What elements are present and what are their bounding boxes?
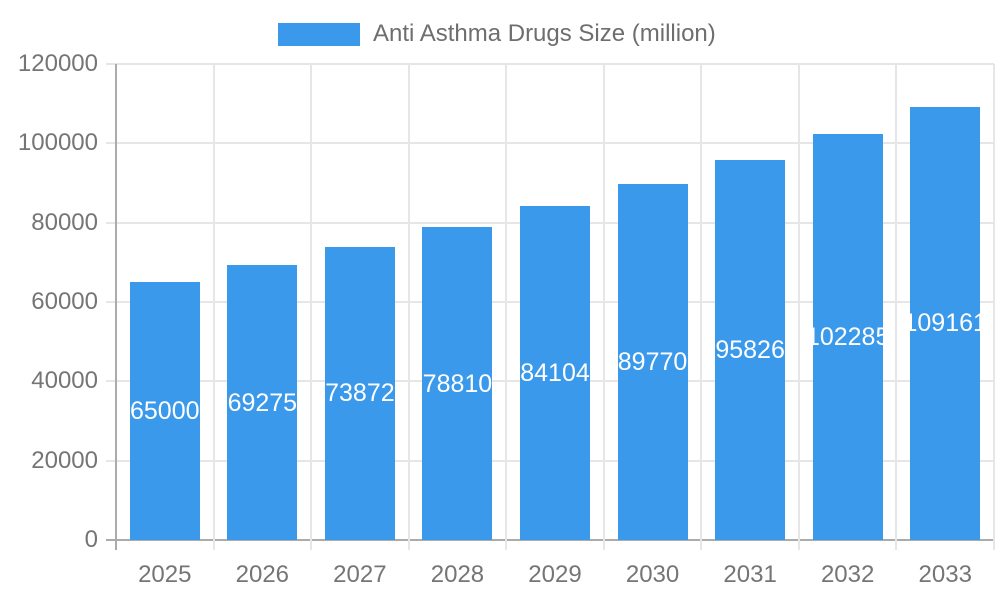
y-tick: [106, 380, 116, 383]
y-tick: [106, 63, 116, 65]
y-tick: [106, 301, 116, 303]
bar: [812, 134, 883, 540]
bar-value-label: 89770: [617, 347, 688, 376]
bar-value-label: 73872: [325, 379, 395, 408]
y-tick: [106, 142, 116, 145]
bar-value-label: 84104: [520, 359, 590, 388]
x-gridline: [212, 64, 215, 540]
x-gridline: [895, 64, 898, 540]
x-axis-label: 2031: [723, 561, 777, 588]
y-axis-label: 100000: [17, 129, 98, 157]
bar-value-label: 65000: [130, 397, 200, 426]
bar-value-label: 109161: [903, 309, 987, 338]
x-axis-label: 2025: [138, 561, 192, 588]
bar: [422, 227, 493, 540]
x-tick: [602, 540, 605, 550]
bar: [324, 246, 395, 540]
x-tick: [310, 540, 313, 550]
x-axis-label: 2027: [333, 561, 387, 588]
bar: [129, 282, 200, 540]
bar: [227, 265, 298, 540]
y-tick: [106, 221, 116, 224]
y-gridline: [116, 539, 994, 541]
y-gridline: [116, 63, 994, 65]
y-gridline: [116, 142, 994, 145]
x-tick: [797, 540, 800, 550]
bar: [617, 183, 688, 540]
x-axis-label: 2033: [918, 561, 972, 588]
x-tick: [407, 540, 410, 550]
bar: [715, 159, 786, 540]
x-gridline: [700, 64, 703, 540]
bar-value-label: 102285: [805, 323, 890, 352]
chart-legend[interactable]: Anti Asthma Drugs Size (million): [278, 20, 716, 48]
x-axis-label: 2028: [430, 561, 485, 588]
y-axis-label: 80000: [31, 208, 98, 236]
bar: [910, 106, 981, 540]
legend-series-label: Anti Asthma Drugs Size (million): [373, 20, 716, 47]
x-axis-label: 2032: [820, 561, 875, 588]
x-tick: [993, 540, 995, 550]
bar: [520, 206, 590, 540]
bar-value-label: 69275: [227, 388, 298, 417]
bar-value-label: 95826: [715, 335, 785, 364]
bar-value-label: 78810: [422, 369, 493, 398]
x-gridline: [505, 64, 508, 540]
x-gridline: [115, 64, 117, 540]
x-tick: [212, 540, 215, 550]
x-tick: [700, 540, 703, 550]
y-axis-label: 20000: [31, 446, 98, 474]
x-gridline: [407, 64, 410, 540]
y-axis-label: 0: [84, 526, 98, 553]
x-tick: [895, 540, 898, 550]
y-axis-label: 120000: [17, 50, 98, 77]
x-tick: [505, 540, 508, 550]
legend-series-swatch: [278, 22, 360, 46]
x-gridline: [602, 64, 605, 540]
x-axis-label: 2029: [528, 561, 582, 588]
x-gridline: [310, 64, 313, 540]
x-gridline: [993, 64, 995, 540]
y-tick: [106, 539, 116, 541]
x-axis-label: 2030: [625, 561, 680, 588]
y-axis-label: 60000: [31, 288, 98, 315]
x-gridline: [797, 64, 800, 540]
y-tick: [106, 459, 116, 462]
x-axis-label: 2026: [235, 561, 290, 588]
x-tick: [115, 540, 117, 550]
y-axis-label: 40000: [31, 367, 98, 395]
